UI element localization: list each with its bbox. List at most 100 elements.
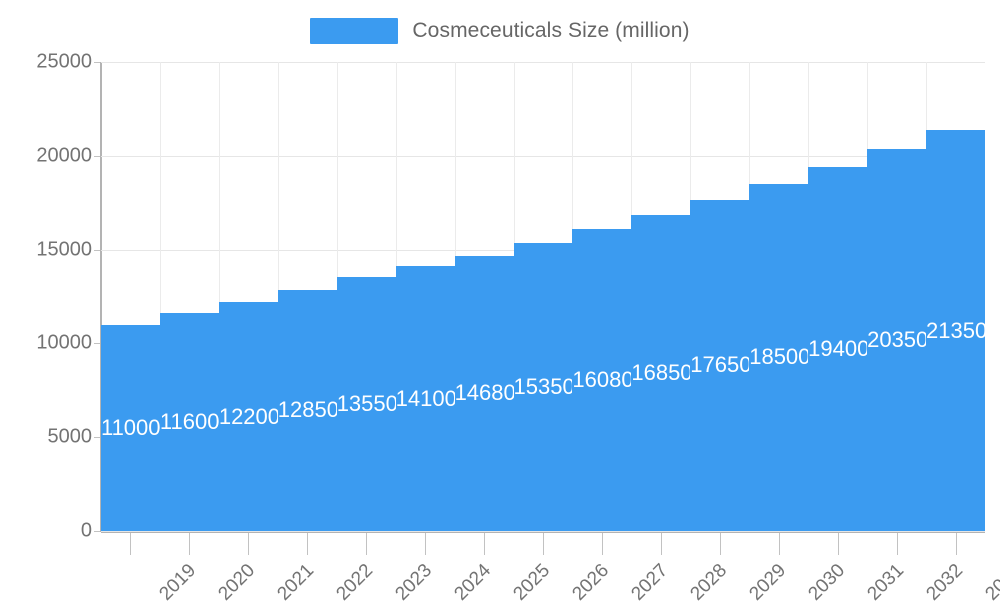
bar-value-label-2028: 16850 (631, 361, 691, 384)
bar-group-2020[interactable]: 11600 (159, 62, 219, 531)
bar-2029[interactable]: 17650 (690, 199, 750, 531)
x-axis-tick-mark (838, 533, 839, 555)
x-axis-tick-label-2028: 2028 (686, 560, 731, 605)
bar-group-2025[interactable]: 14680 (454, 62, 514, 531)
y-axis-tick-label: 5000 (47, 425, 93, 448)
y-axis-tick-label: 25000 (36, 50, 92, 73)
x-axis-tick-mark (720, 533, 721, 555)
bar-2024[interactable]: 14100 (395, 266, 455, 531)
x-axis-tick-label-2025: 2025 (509, 560, 555, 605)
plot-area: 11000 11600 12200 12850 13550 14100 14680 15350… (100, 62, 986, 532)
x-axis-tick-mark (602, 533, 603, 555)
bar-value-label-2023: 13550 (336, 392, 396, 415)
y-axis-tick-label: 20000 (36, 144, 92, 167)
x-axis-line (101, 531, 985, 533)
y-axis-tick-labels: 0 5000 10000 15000 20000 25000 (0, 0, 102, 600)
bar-group-2026[interactable]: 15350 (513, 62, 573, 531)
y-axis-tick-mark (94, 531, 102, 532)
x-axis-tick-label-2031: 2031 (863, 560, 908, 605)
bar-value-label-2033: 21350 (926, 319, 986, 342)
legend-swatch-cosmeceuticals-size[interactable] (310, 18, 399, 44)
bar-group-2033[interactable]: 21350 (926, 62, 986, 531)
bar-value-label-2024: 14100 (395, 387, 455, 410)
bar-group-2023[interactable]: 13550 (336, 62, 396, 531)
x-axis-tick-mark (661, 533, 662, 555)
x-axis-tick-label-2033: 2033 (980, 560, 1000, 605)
bar-group-2032[interactable]: 20350 (867, 62, 927, 531)
x-axis-tick-mark (130, 533, 131, 555)
bar-group-2019[interactable]: 11000 (100, 62, 160, 531)
bar-value-label-2020: 11600 (159, 411, 219, 434)
bar-2033[interactable]: 21350 (926, 130, 986, 531)
bar-group-2028[interactable]: 16850 (631, 62, 691, 531)
bar-value-label-2029: 17650 (690, 354, 750, 377)
bar-value-label-2030: 18500 (749, 346, 809, 369)
x-gridline (219, 62, 220, 531)
bar-value-label-2022: 12850 (277, 399, 337, 422)
x-axis-tick-mark (897, 533, 898, 555)
x-axis-tick-mark (543, 533, 544, 555)
x-gridline (160, 62, 161, 531)
y-gridline (101, 155, 985, 157)
bar-group-2027[interactable]: 16080 (572, 62, 632, 531)
x-axis-tick-label-2030: 2030 (804, 560, 849, 605)
x-axis-tick-mark (425, 533, 426, 555)
bar-value-label-2032: 20350 (867, 329, 927, 352)
bar-2023[interactable]: 13550 (336, 276, 396, 531)
x-axis-tick-mark (189, 533, 190, 555)
bar-group-2030[interactable]: 18500 (749, 62, 809, 531)
y-axis-tick-mark (94, 155, 102, 157)
bar-2025[interactable]: 14680 (454, 255, 514, 531)
bar-2020[interactable]: 11600 (159, 313, 219, 531)
bar-2030[interactable]: 18500 (749, 183, 809, 531)
bar-2021[interactable]: 12200 (218, 302, 278, 531)
x-axis-tick-label-2019: 2019 (155, 560, 201, 605)
x-axis-tick-label-2021: 2021 (273, 560, 319, 605)
x-axis-tick-label-2026: 2026 (568, 560, 614, 605)
x-axis-tick-mark (484, 533, 485, 555)
legend-label-cosmeceuticals-size[interactable]: Cosmeceuticals Size (million) (412, 19, 690, 42)
y-axis-tick-label: 15000 (36, 238, 92, 261)
bar-group-2022[interactable]: 12850 (277, 62, 337, 531)
x-axis-tick-label-2020: 2020 (214, 560, 260, 605)
y-gridline (101, 62, 985, 63)
y-axis-tick-mark (94, 437, 102, 439)
bar-group-2029[interactable]: 17650 (690, 62, 750, 531)
x-axis-tick-label-2024: 2024 (450, 560, 496, 605)
y-axis-tick-label: 10000 (36, 331, 92, 354)
y-gridline (101, 531, 985, 532)
x-axis-tick-mark (779, 533, 780, 555)
bar-group-2021[interactable]: 12200 (218, 62, 278, 531)
bar-2032[interactable]: 20350 (867, 149, 927, 531)
bar-value-label-2031: 19400 (808, 338, 868, 361)
bar-2019[interactable]: 11000 (100, 324, 160, 531)
x-axis-tick-label-2022: 2022 (332, 560, 378, 605)
x-axis-tick-label-2032: 2032 (921, 560, 967, 605)
x-axis-tick-label-2027: 2027 (627, 560, 673, 605)
bar-value-label-2021: 12200 (218, 405, 278, 428)
y-axis-tick-mark (94, 62, 102, 63)
bar-group-2031[interactable]: 19400 (808, 62, 868, 531)
y-axis-tick-mark (94, 249, 102, 251)
bar-value-label-2025: 14680 (454, 382, 514, 405)
bar-2027[interactable]: 16080 (572, 229, 632, 531)
x-axis-tick-mark (248, 533, 249, 555)
x-axis-tick-label-2023: 2023 (391, 560, 437, 605)
x-axis-tick-label-2029: 2029 (745, 560, 790, 605)
bar-value-label-2027: 16080 (572, 369, 632, 392)
bar-2026[interactable]: 15350 (513, 243, 573, 531)
bar-2031[interactable]: 19400 (808, 167, 868, 531)
bar-group-2024[interactable]: 14100 (395, 62, 455, 531)
y-axis-line (100, 62, 102, 532)
y-axis-tick-mark (94, 343, 102, 345)
bar-value-label-2026: 15350 (513, 376, 573, 399)
bar-2022[interactable]: 12850 (277, 289, 337, 531)
bar-value-label-2019: 11000 (100, 416, 160, 439)
chart-legend: Cosmeceuticals Size (million) (0, 14, 1000, 48)
x-axis-tick-mark (307, 533, 308, 555)
bar-2028[interactable]: 16850 (631, 214, 691, 531)
x-axis-tick-mark (366, 533, 367, 555)
x-axis-tick-mark (956, 533, 957, 555)
y-axis-tick-label: 0 (80, 519, 92, 542)
